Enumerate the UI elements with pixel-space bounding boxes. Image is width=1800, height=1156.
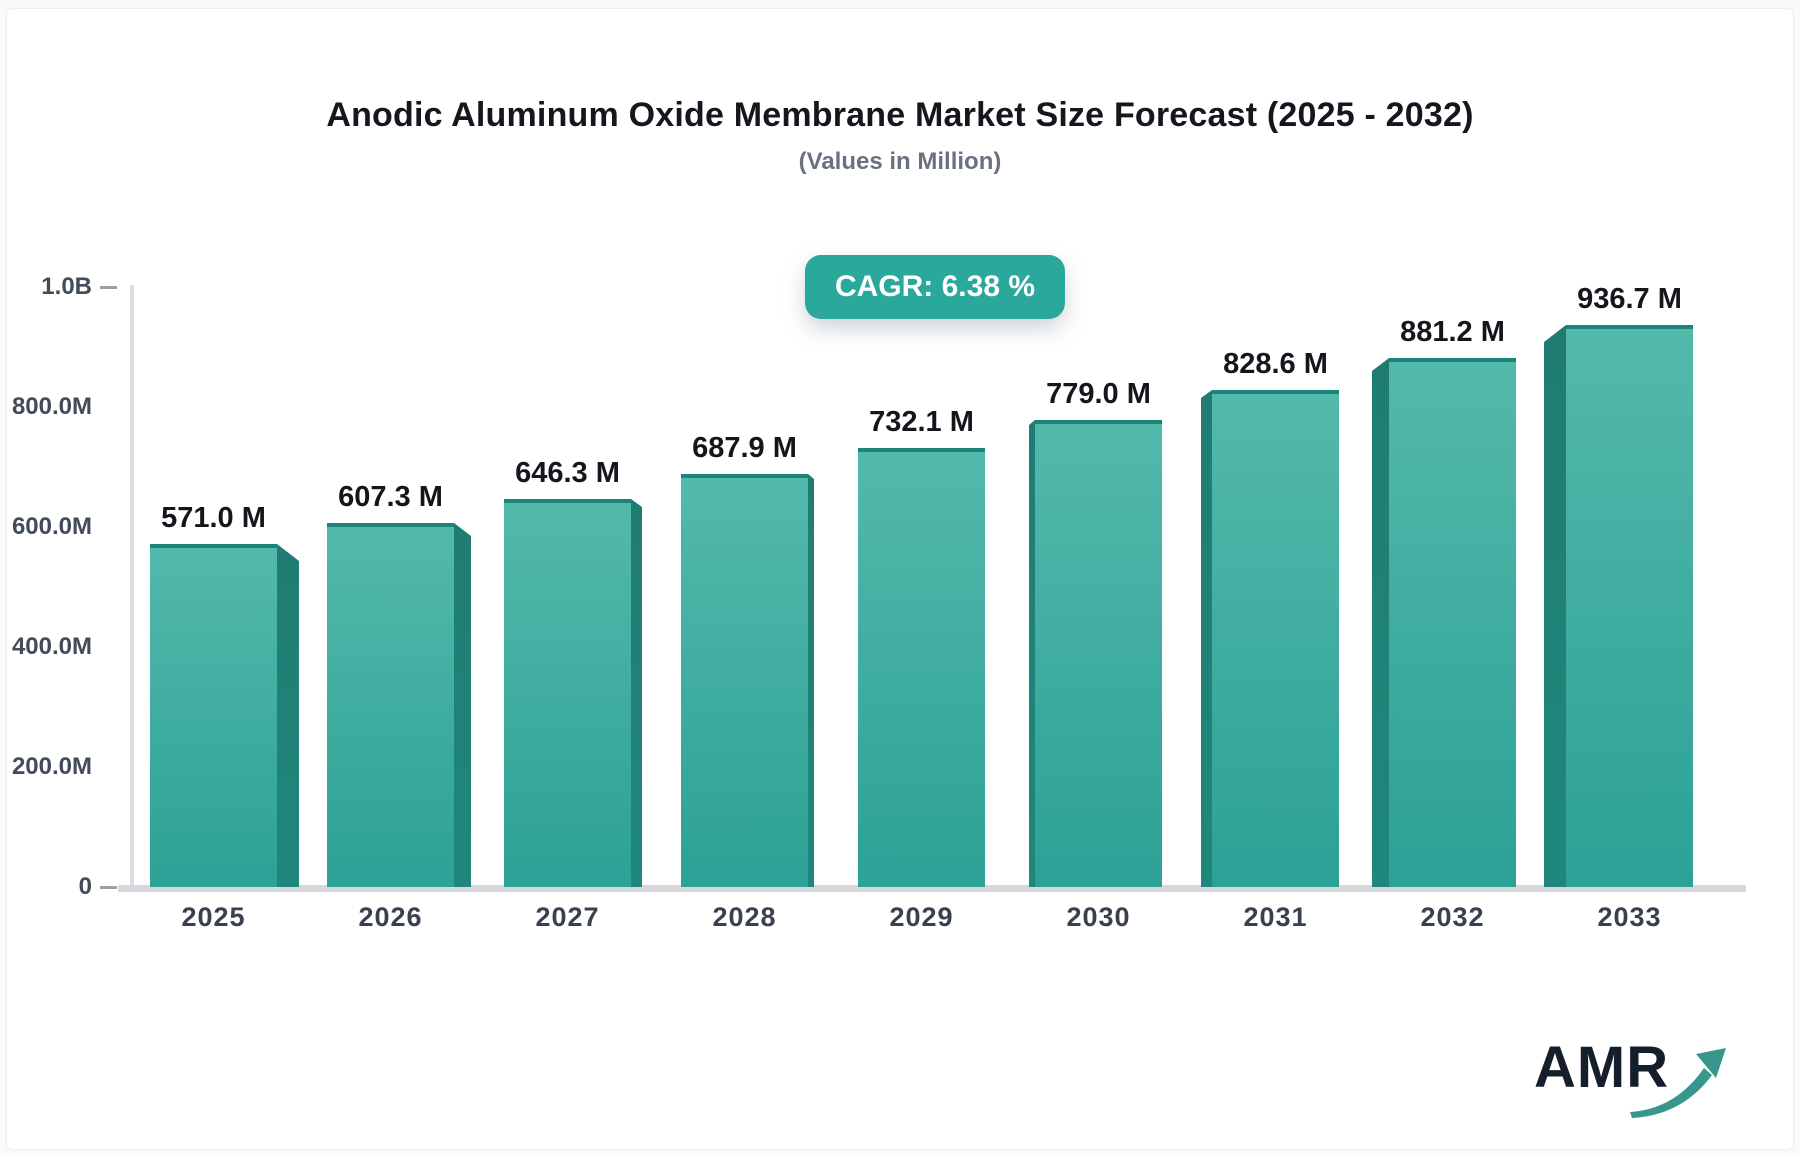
bar-value-label: 828.6 M xyxy=(1223,348,1328,380)
x-axis-year-label: 2026 xyxy=(358,902,423,932)
bar-value-label: 687.9 M xyxy=(692,432,797,464)
bar-side-face-2031 xyxy=(1201,390,1212,887)
bar-side-face-2027 xyxy=(631,499,642,887)
bar-side-face-2033 xyxy=(1544,325,1566,887)
bar-value-label: 607.3 M xyxy=(338,481,443,513)
bar-value-label: 646.3 M xyxy=(515,457,620,489)
bar-2030 xyxy=(1035,420,1162,887)
bar-side-face-2032 xyxy=(1372,358,1389,887)
bar-2033 xyxy=(1566,325,1693,887)
y-axis-tick-label: 400.0M xyxy=(11,633,92,660)
x-axis-year-label: 2028 xyxy=(712,902,777,932)
y-axis-tick-label: 1.0B xyxy=(41,273,92,300)
bar-value-label: 732.1 M xyxy=(869,406,974,438)
x-axis-baseline xyxy=(118,885,1746,892)
x-axis-year-label: 2030 xyxy=(1066,902,1131,932)
x-axis-year-label: 2025 xyxy=(181,902,246,932)
chart-title: Anodic Aluminum Oxide Membrane Market Si… xyxy=(326,96,1474,134)
y-axis-tick-label: 800.0M xyxy=(11,393,92,420)
bar-2027 xyxy=(504,499,631,887)
bar-value-label: 936.7 M xyxy=(1577,283,1682,315)
bar-side-face-2025 xyxy=(277,544,299,887)
cagr-badge: CAGR: 6.38 % xyxy=(804,255,1066,319)
bar-side-face-2026 xyxy=(454,523,471,887)
bar-value-label: 881.2 M xyxy=(1400,316,1505,348)
bar-side-face-2028 xyxy=(808,474,814,887)
amr-logo: AMR xyxy=(1520,1028,1730,1118)
y-axis-tick-dash xyxy=(100,886,117,889)
bar-value-label: 779.0 M xyxy=(1046,378,1151,410)
x-axis-year-label: 2031 xyxy=(1243,902,1308,932)
y-axis-tick-label: 0 xyxy=(78,873,92,900)
bar-2026 xyxy=(327,523,454,887)
growth-arrow-icon xyxy=(1630,1048,1726,1118)
bar-value-label: 571.0 M xyxy=(161,502,266,534)
x-axis-year-label: 2029 xyxy=(889,902,954,932)
amr-logo-text: AMR xyxy=(1534,1035,1670,1100)
x-axis-year-label: 2027 xyxy=(535,902,600,932)
bar-side-face-2030 xyxy=(1029,420,1035,887)
bar-2032 xyxy=(1389,358,1516,887)
bar-2029 xyxy=(858,448,985,887)
y-axis-tick-label: 600.0M xyxy=(11,513,92,540)
y-axis-tick-dash xyxy=(100,286,117,289)
chart-subtitle: (Values in Million) xyxy=(798,148,1002,175)
x-axis-year-label: 2033 xyxy=(1597,902,1662,932)
y-axis-line xyxy=(130,285,134,887)
bar-2028 xyxy=(681,474,808,887)
x-axis-year-label: 2032 xyxy=(1420,902,1485,932)
y-axis-tick-label: 200.0M xyxy=(11,753,92,780)
bar-2025 xyxy=(150,544,277,887)
bar-2031 xyxy=(1212,390,1339,887)
